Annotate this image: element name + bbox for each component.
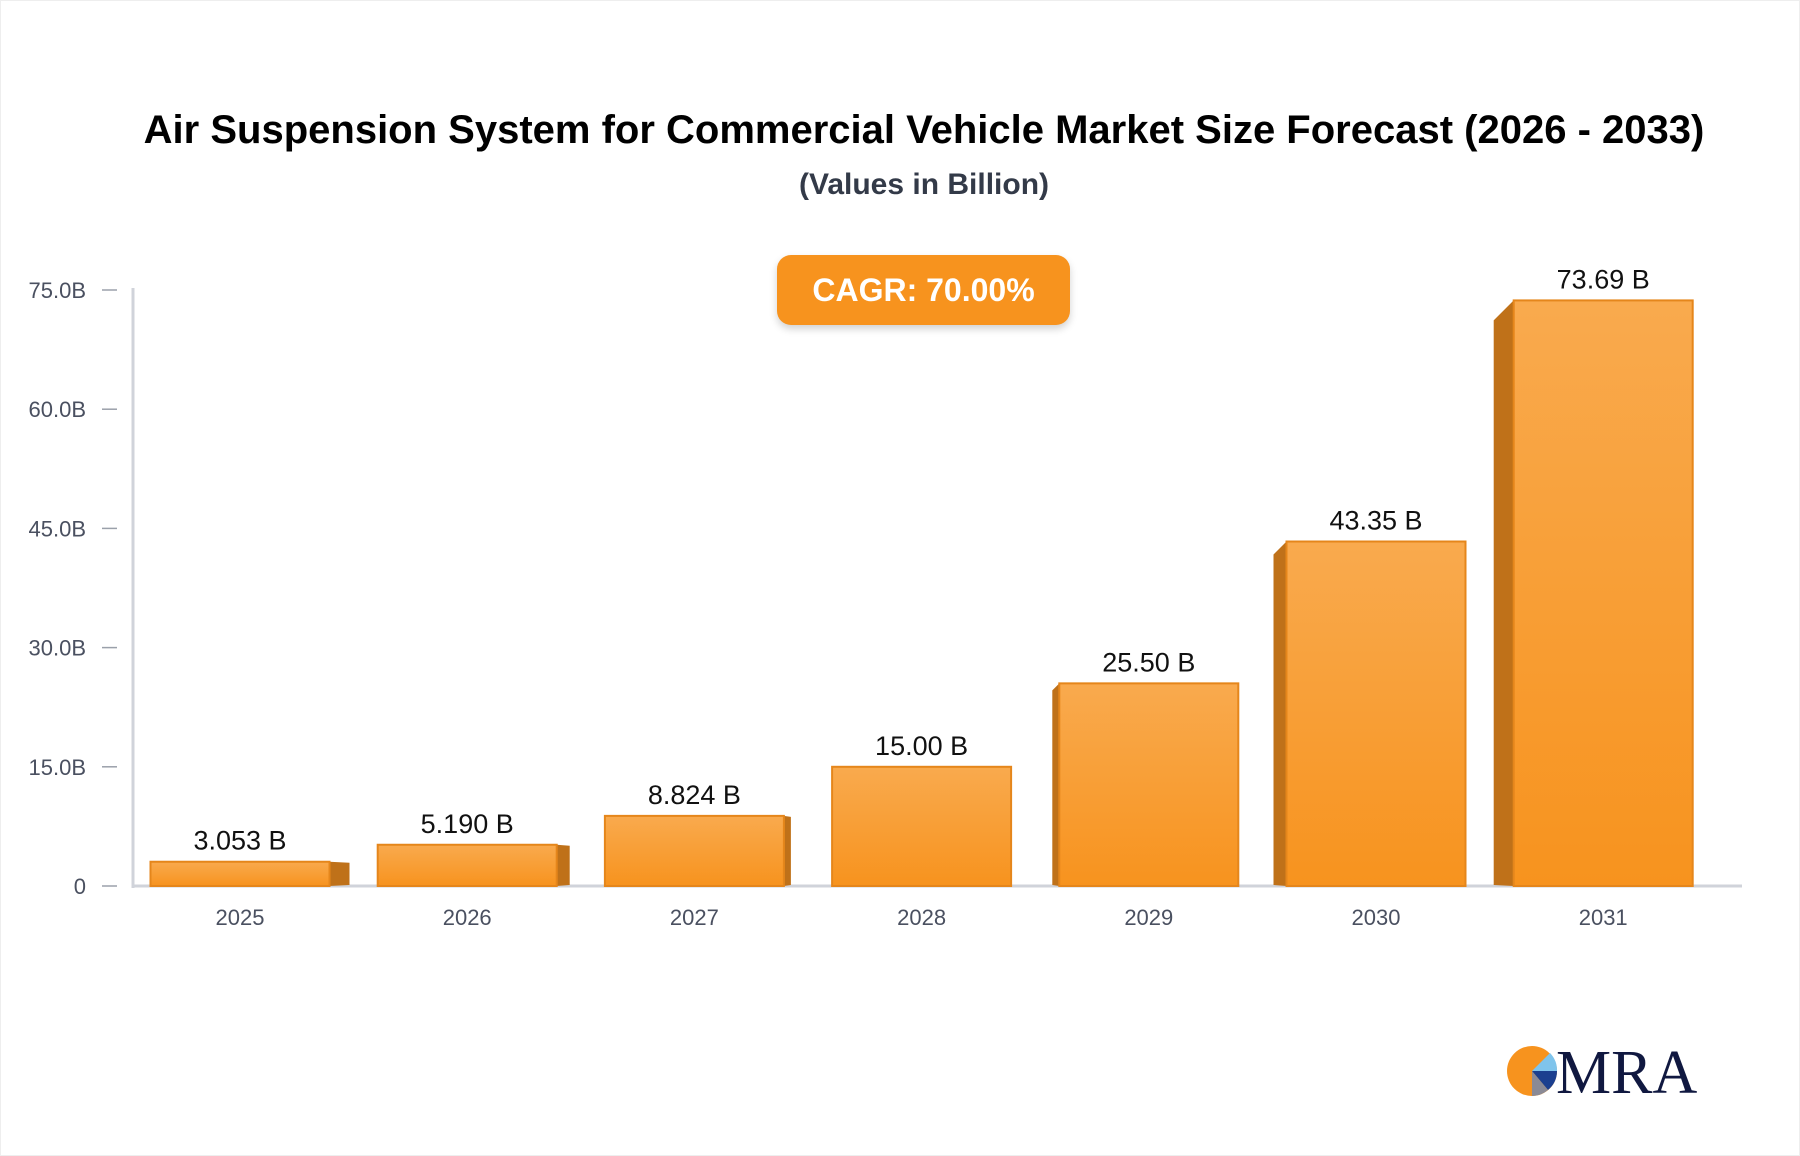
y-tick-label: 60.0B: [29, 397, 87, 422]
bar-side: [329, 861, 350, 886]
chart-subtitle: (Values in Billion): [798, 168, 1050, 201]
bar-side: [1273, 541, 1287, 886]
y-tick-label: 45.0B: [29, 516, 87, 541]
bar-2030: [1285, 540, 1467, 888]
data-label: 15.00 B: [875, 731, 968, 761]
bar-2031: [1512, 299, 1694, 887]
bar-2027: [603, 814, 785, 887]
x-tick-label: 2030: [1352, 905, 1401, 930]
data-label: 3.053 B: [193, 826, 286, 856]
bar-side: [556, 844, 570, 886]
data-label: 73.69 B: [1557, 264, 1650, 294]
bar-side: [1493, 300, 1514, 886]
x-tick-label: 2027: [670, 905, 719, 930]
x-tick-label: 2026: [443, 905, 492, 930]
bar-side: [1052, 683, 1060, 886]
data-label: 8.824 B: [648, 780, 741, 810]
data-label: 25.50 B: [1102, 647, 1195, 677]
y-tick-label: 0: [74, 874, 86, 899]
data-label: 5.190 B: [421, 809, 514, 839]
cagr-badge: CAGR: 70.00%: [777, 255, 1070, 325]
bar-2025: [149, 860, 331, 888]
y-tick-label: 15.0B: [29, 755, 87, 780]
y-tick-label: 75.0B: [29, 278, 87, 303]
x-tick-label: 2031: [1579, 905, 1628, 930]
data-label: 43.35 B: [1329, 506, 1422, 536]
chart-title: Air Suspension System for Commercial Veh…: [143, 108, 1705, 152]
bar-2026: [376, 843, 558, 887]
bar-side: [783, 815, 791, 886]
x-tick-label: 2028: [897, 905, 946, 930]
y-tick-label: 30.0B: [29, 636, 87, 661]
bar-2029: [1058, 682, 1240, 887]
x-tick-label: 2029: [1124, 905, 1173, 930]
x-tick-label: 2025: [216, 905, 265, 930]
bar-2028: [831, 765, 1013, 887]
